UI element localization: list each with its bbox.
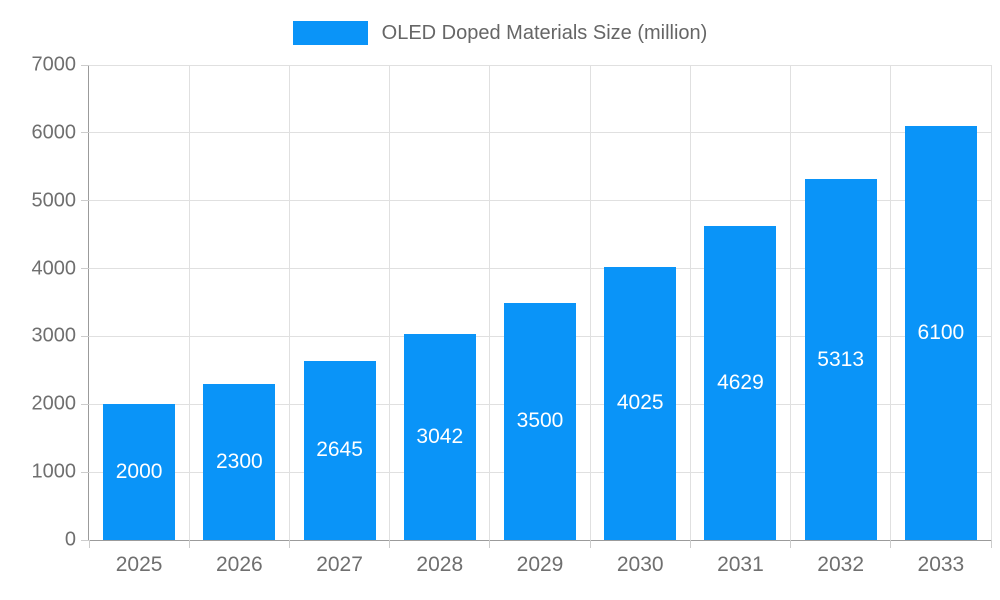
legend-swatch (292, 21, 368, 45)
bar: 3500 (504, 302, 576, 540)
y-axis-label: 3000 (31, 324, 77, 347)
bar-value-label: 4025 (616, 391, 664, 415)
x-axis-tick (489, 540, 491, 548)
x-axis-label: 2030 (616, 553, 664, 576)
x-axis-tick (188, 540, 190, 548)
x-gridline (990, 65, 992, 540)
x-gridline (890, 65, 892, 540)
bar: 2645 (303, 360, 376, 540)
bar: 2000 (103, 404, 176, 540)
y-axis-label: 1000 (31, 460, 77, 483)
x-axis-label: 2025 (115, 553, 163, 576)
bar: 3042 (403, 333, 476, 540)
x-axis-label: 2031 (717, 553, 764, 576)
y-axis-tick (81, 403, 89, 405)
x-axis-tick (990, 540, 992, 548)
legend[interactable]: OLED Doped Materials Size (million) (0, 21, 1000, 45)
x-axis-tick (890, 540, 892, 548)
x-axis-tick (689, 540, 691, 548)
y-axis-label: 7000 (31, 53, 77, 76)
x-gridline (489, 65, 491, 540)
y-axis-label: 6000 (31, 121, 77, 144)
bar: 6100 (904, 126, 977, 540)
x-axis-label: 2028 (416, 553, 464, 576)
x-gridline (188, 65, 190, 540)
x-gridline (689, 65, 691, 540)
y-axis-label: 4000 (31, 257, 77, 280)
bar-value-label: 5313 (817, 347, 865, 371)
x-axis-tick (389, 540, 391, 548)
bar-value-label: 3042 (416, 424, 464, 448)
y-gridline (89, 64, 991, 66)
y-gridline (89, 268, 991, 270)
y-axis-tick (81, 335, 89, 337)
x-axis-tick (88, 540, 90, 548)
bar-value-label: 6100 (917, 321, 965, 345)
x-axis-label: 2033 (917, 553, 965, 576)
plot-area: 0 1000 2000 3000 4000 5000 6000 7000 2000 2025 230… (32, 54, 992, 576)
x-axis-label: 2029 (516, 553, 564, 576)
bar-value-label: 4629 (717, 370, 764, 394)
bar: 4025 (604, 266, 677, 540)
x-gridline (288, 65, 290, 540)
y-axis-label: 2000 (31, 392, 77, 415)
x-gridline (790, 65, 792, 540)
x-axis-tick (790, 540, 792, 548)
bar: 5313 (804, 179, 877, 540)
bar-value-label: 2000 (115, 460, 163, 484)
y-axis-tick (81, 64, 89, 66)
x-axis-label: 2027 (316, 553, 363, 576)
x-axis-label: 2026 (215, 553, 263, 576)
bar: 4629 (704, 225, 777, 540)
y-axis-label: 5000 (31, 189, 77, 212)
x-gridline (589, 65, 591, 540)
bar-value-label: 2645 (316, 438, 363, 462)
y-gridline (89, 200, 991, 202)
x-axis-tick (288, 540, 290, 548)
x-axis-label: 2032 (817, 553, 865, 576)
y-axis-tick (81, 200, 89, 202)
x-gridline (389, 65, 391, 540)
x-axis-tick (589, 540, 591, 548)
y-axis-tick (81, 539, 89, 541)
y-axis-tick (81, 268, 89, 270)
legend-label: OLED Doped Materials Size (million) (381, 21, 708, 44)
y-gridline (89, 132, 991, 134)
bar-value-label: 2300 (215, 449, 263, 473)
y-axis-tick (81, 132, 89, 134)
y-axis-label: 0 (64, 528, 76, 551)
bar-value-label: 3500 (516, 409, 564, 433)
bar: 2300 (203, 383, 276, 540)
y-axis-tick (81, 471, 89, 473)
